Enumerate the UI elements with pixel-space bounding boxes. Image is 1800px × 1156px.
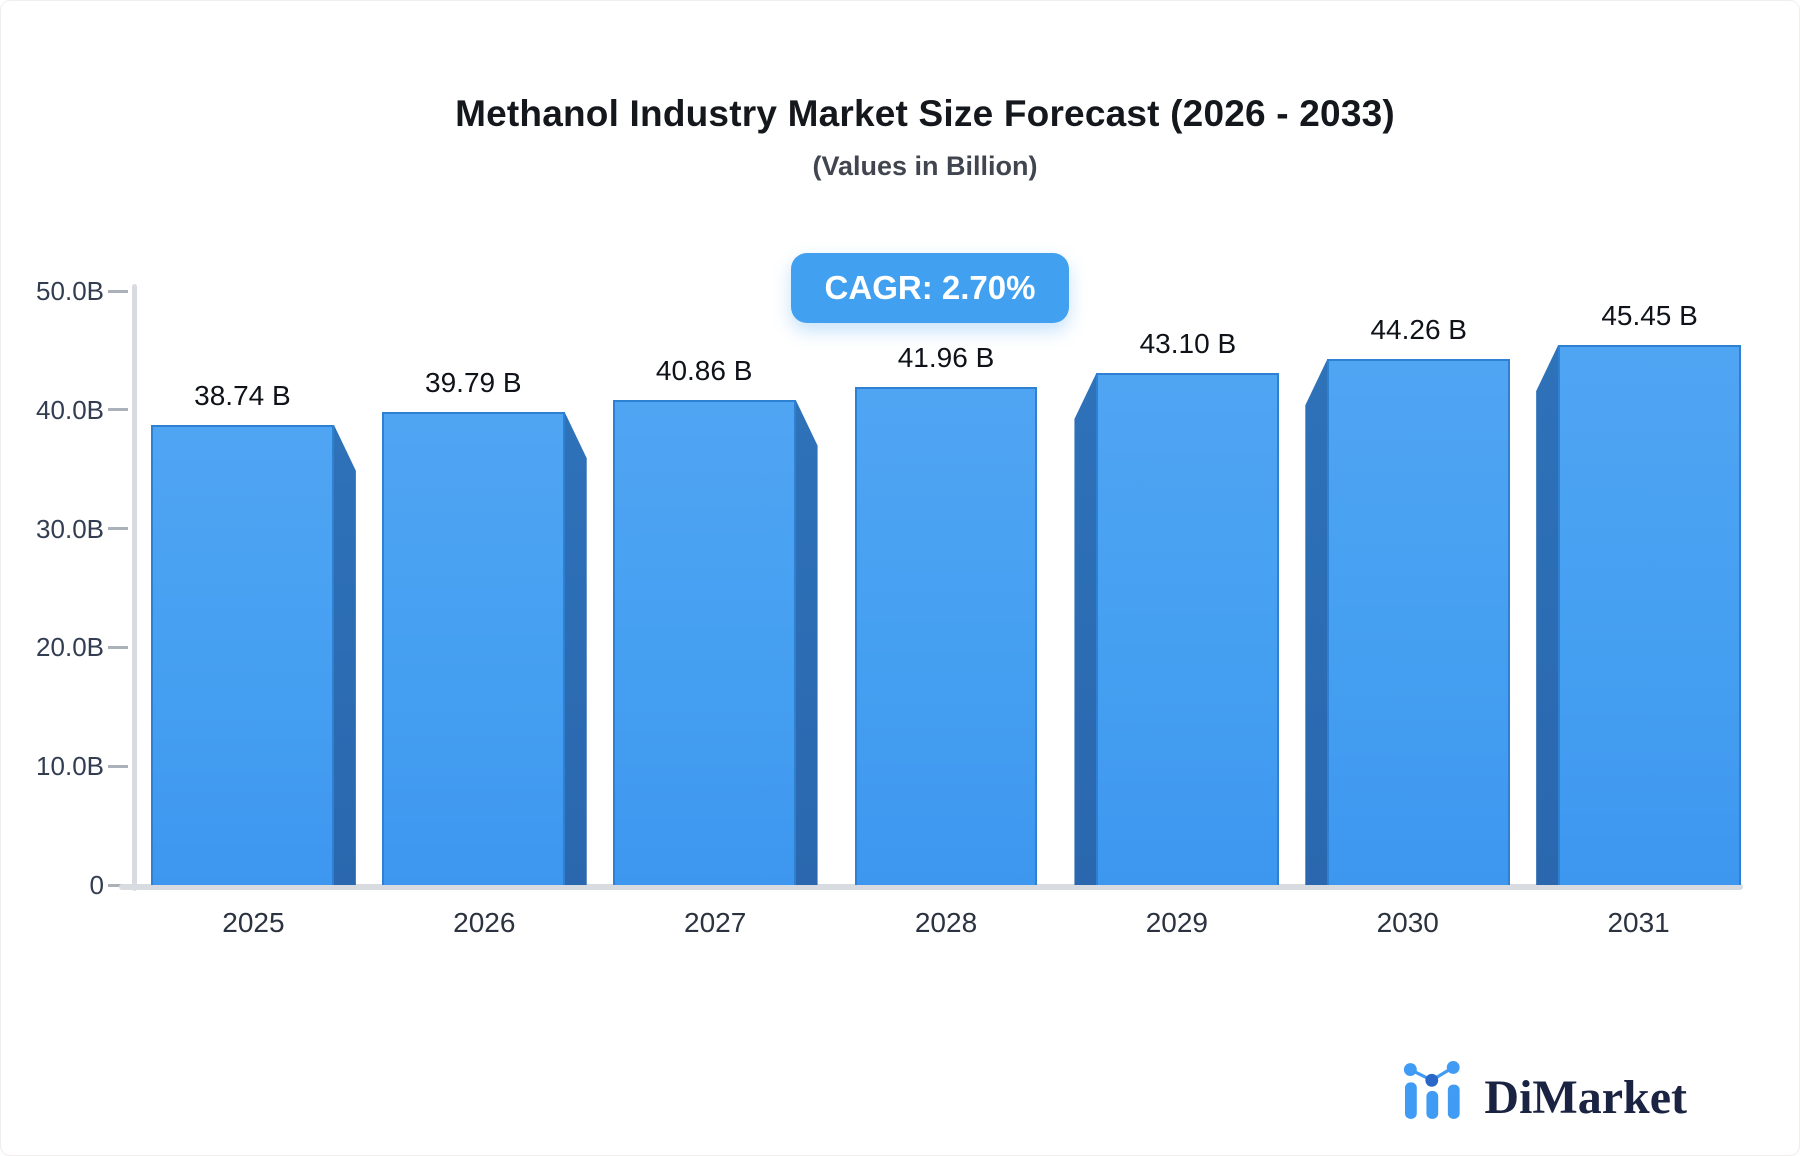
x-axis-label: 2025 bbox=[222, 907, 285, 938]
bar-value-label: 39.79 B bbox=[425, 367, 522, 399]
bar-group-2026: 39.79 B 2026 bbox=[381, 291, 587, 938]
bar-side-panel bbox=[1536, 345, 1559, 885]
y-axis-tick bbox=[108, 645, 128, 649]
bar-group-2028: 41.96 B 2028 bbox=[844, 291, 1049, 938]
bar-2026 bbox=[381, 412, 565, 885]
bar-2029 bbox=[1096, 372, 1280, 885]
bar-group-2030: 44.26 B 2030 bbox=[1305, 291, 1511, 938]
cagr-badge-label: CAGR: 2.70% bbox=[824, 269, 1036, 306]
bar-2027 bbox=[612, 399, 796, 885]
bar-value-label: 45.45 B bbox=[1601, 300, 1698, 332]
y-axis-tick-label: 40.0B bbox=[36, 394, 104, 425]
bar-series: 38.74 B 2025 39.79 B 2026 40.86 B 2027 41.96 B… bbox=[151, 291, 1742, 938]
chart-header: Methanol Industry Market Size Forecast (… bbox=[81, 93, 1769, 182]
bar-value-label: 41.96 B bbox=[897, 341, 995, 373]
bar-value-label: 40.86 B bbox=[655, 354, 753, 386]
bar-group-2029: 43.10 B 2029 bbox=[1074, 291, 1280, 938]
x-axis-label: 2027 bbox=[684, 907, 747, 938]
x-axis-label: 2026 bbox=[453, 907, 516, 938]
y-axis-line bbox=[132, 284, 137, 891]
x-axis-label: 2028 bbox=[914, 907, 978, 938]
bar-side-panel bbox=[1074, 372, 1097, 885]
bar-2030 bbox=[1327, 359, 1511, 885]
bar-side-panel bbox=[1305, 359, 1328, 885]
y-axis-tick bbox=[108, 883, 128, 887]
bar-value-label: 38.74 B bbox=[194, 379, 291, 411]
x-axis-label: 2029 bbox=[1145, 907, 1209, 938]
bar-2028 bbox=[854, 386, 1038, 885]
bar-side-panel bbox=[795, 399, 818, 885]
x-axis-label: 2031 bbox=[1607, 907, 1670, 938]
bar-group-2031: 45.45 B 2031 bbox=[1536, 291, 1742, 938]
y-axis-tick-label: 10.0B bbox=[36, 751, 104, 782]
bar-chart-trend-icon bbox=[1404, 1061, 1461, 1119]
bar-value-label: 44.26 B bbox=[1370, 314, 1467, 346]
chart-title: Methanol Industry Market Size Forecast (… bbox=[455, 93, 1395, 134]
dimarket-logo: DiMarket bbox=[1402, 1061, 1687, 1125]
bar-side-panel bbox=[564, 412, 587, 885]
bar-2031 bbox=[1558, 345, 1742, 885]
x-axis-baseline bbox=[119, 884, 1743, 890]
y-axis-tick-label: 20.0B bbox=[36, 632, 104, 663]
bar-value-label: 43.10 B bbox=[1139, 327, 1237, 359]
chart-subtitle: (Values in Billion) bbox=[812, 151, 1038, 181]
y-axis-tick-label: 50.0B bbox=[36, 276, 104, 306]
y-axis-tick bbox=[108, 408, 128, 412]
bar-group-2027: 40.86 B 2027 bbox=[612, 291, 818, 938]
y-axis-tick-label: 30.0B bbox=[36, 513, 104, 544]
y-axis-tick bbox=[108, 527, 128, 531]
bar-group-2025: 38.74 B 2025 bbox=[151, 291, 356, 938]
bar-side-panel bbox=[333, 424, 356, 885]
logo-wordmark: DiMarket bbox=[1484, 1071, 1687, 1125]
x-axis-label: 2030 bbox=[1376, 907, 1439, 938]
bar-2025 bbox=[151, 424, 334, 885]
cagr-badge: CAGR: 2.70% bbox=[791, 253, 1069, 323]
y-axis-tick bbox=[108, 289, 128, 293]
y-axis-tick-label: 0 bbox=[89, 870, 104, 900]
y-axis-tick bbox=[108, 764, 128, 768]
